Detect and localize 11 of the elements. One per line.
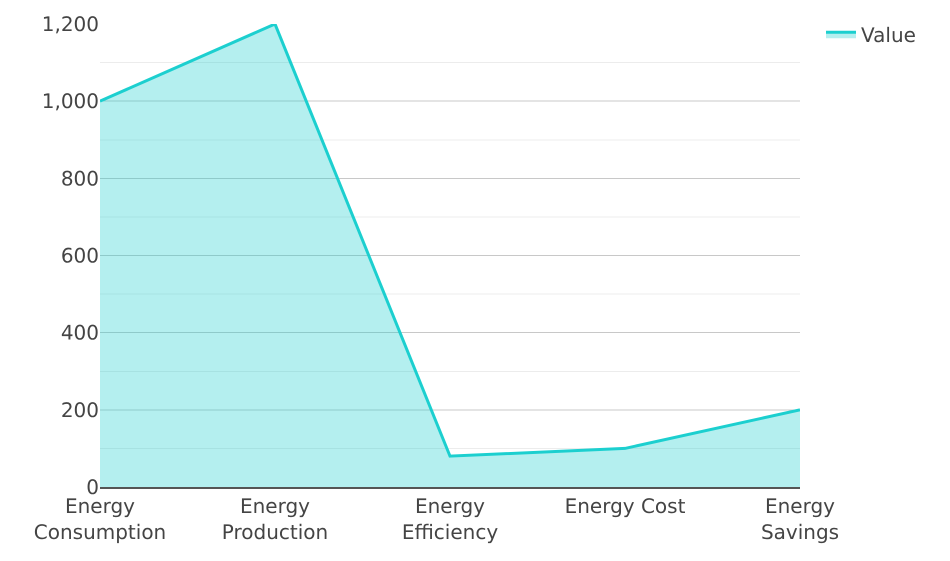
y-tick-label: 600 [60,244,99,268]
y-tick-label: 1,000 [42,89,99,114]
y-tick-label: 1,200 [42,12,99,36]
x-tick-label: Energy Production [222,494,328,544]
y-tick-label: 800 [60,166,99,190]
x-tick-label: Energy Savings [760,494,840,544]
x-tick-label: Energy Efficiency [402,494,498,544]
y-tick-label: 400 [60,320,99,345]
y-tick-label: 200 [60,398,99,422]
legend-label: Value [861,23,916,48]
x-tick-label: Energy Cost [564,494,686,518]
